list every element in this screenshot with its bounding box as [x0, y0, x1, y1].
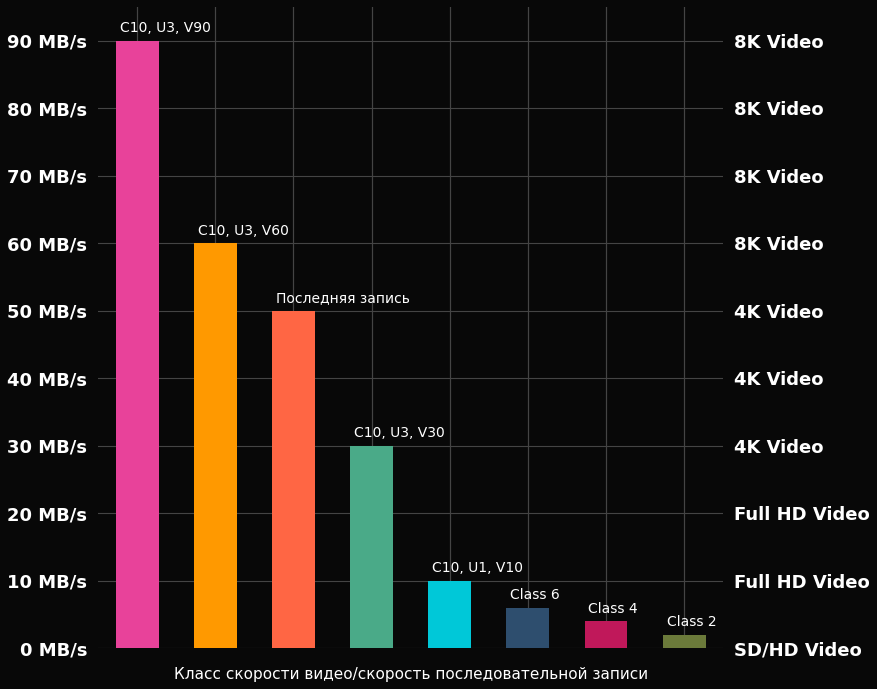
Bar [194, 243, 237, 648]
Text: C10, U3, V30: C10, U3, V30 [354, 426, 445, 440]
Text: Последняя запись: Последняя запись [276, 291, 410, 305]
Text: C10, U3, V60: C10, U3, V60 [198, 224, 289, 238]
Bar [506, 608, 549, 648]
Bar [663, 635, 706, 648]
Bar [584, 621, 627, 648]
Text: C10, U3, V90: C10, U3, V90 [119, 21, 210, 35]
Text: Class 6: Class 6 [510, 588, 560, 602]
Bar [116, 41, 159, 648]
Text: C10, U1, V10: C10, U1, V10 [432, 562, 524, 575]
Bar [272, 311, 315, 648]
X-axis label: Класс скорости видео/скорость последовательной записи: Класс скорости видео/скорость последоват… [174, 667, 648, 682]
Bar [350, 446, 393, 648]
Bar [428, 581, 471, 648]
Text: Class 4: Class 4 [588, 602, 638, 616]
Text: Class 2: Class 2 [667, 615, 717, 630]
